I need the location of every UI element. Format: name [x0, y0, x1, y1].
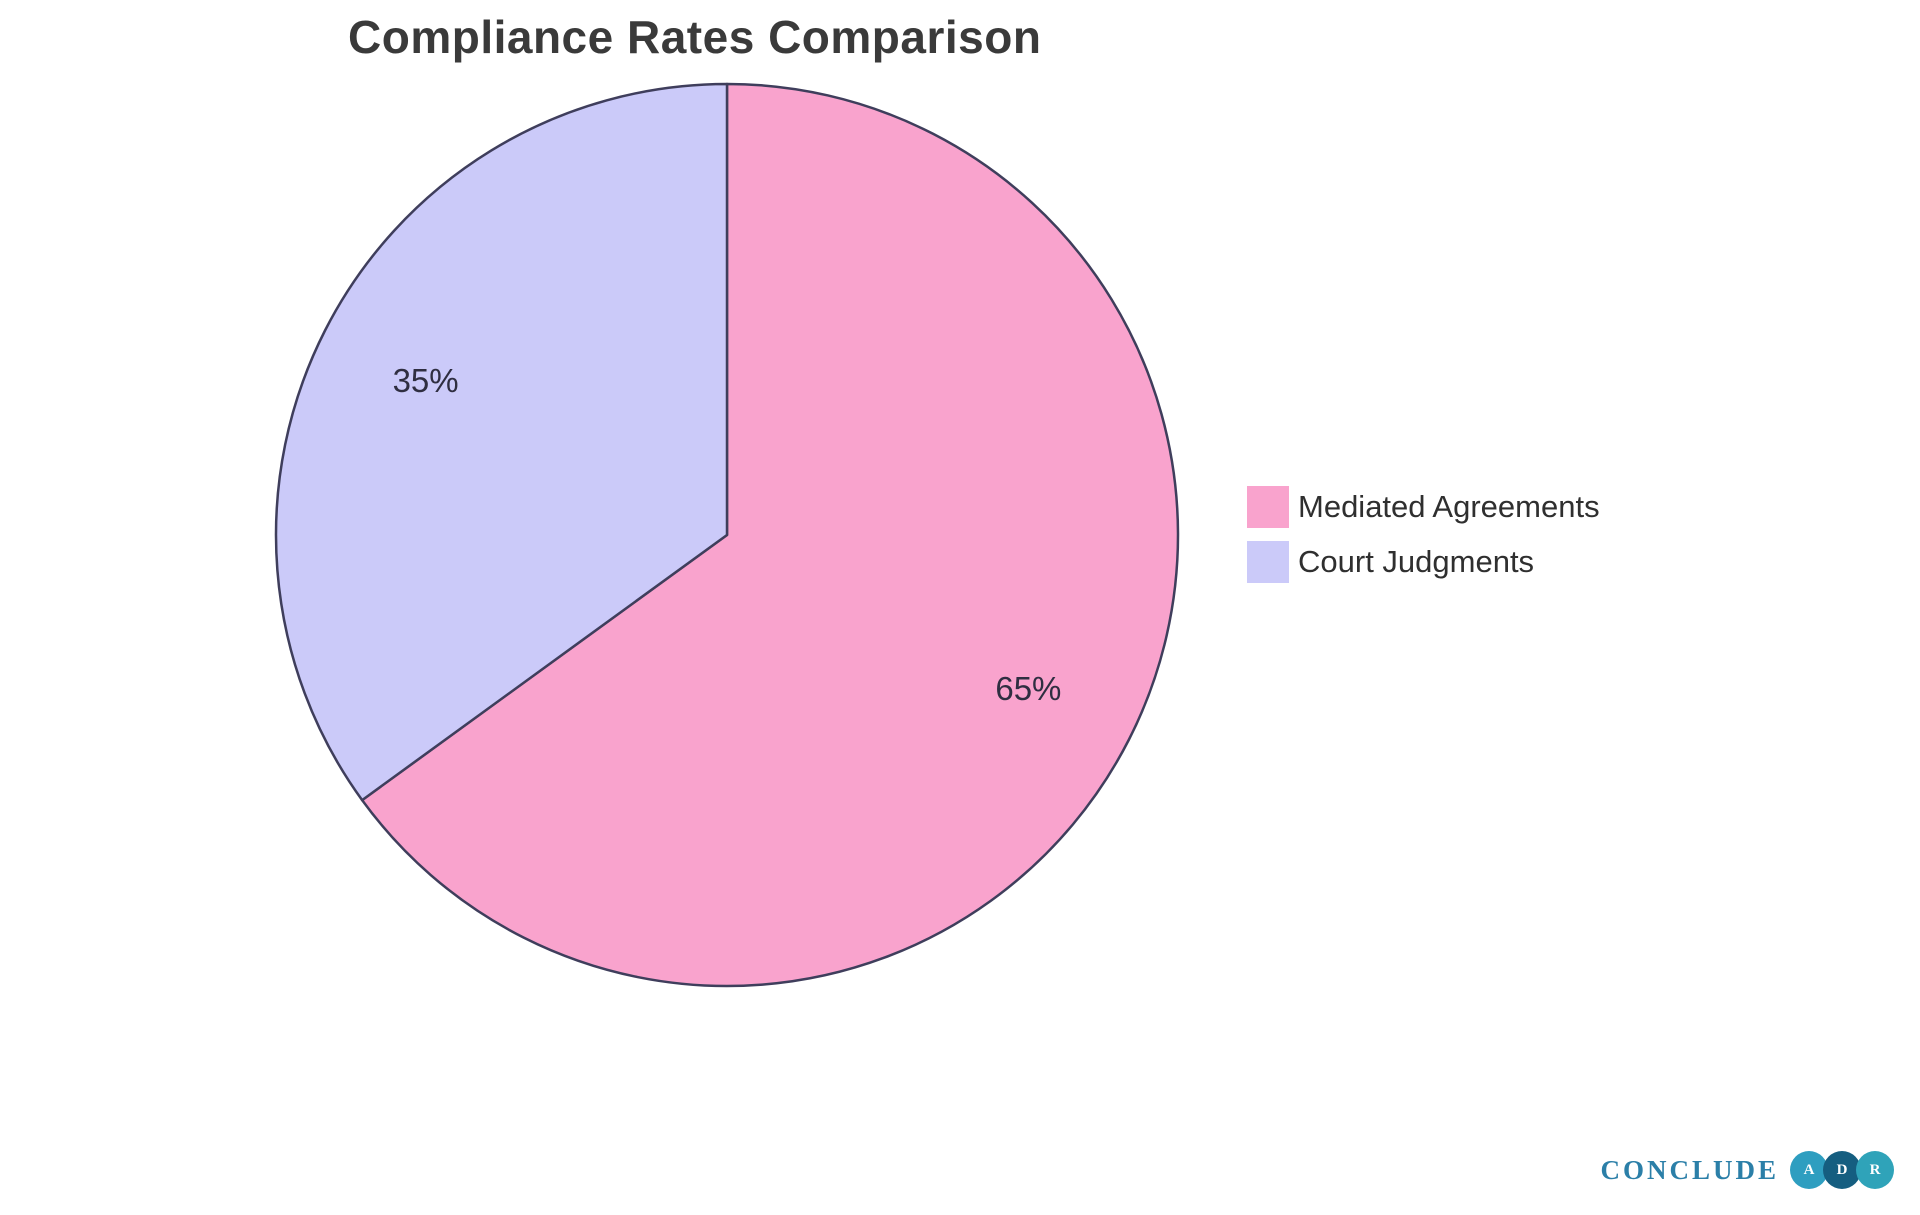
- legend-label-court-judgments: Court Judgments: [1298, 544, 1535, 579]
- legend-item-court-judgments[interactable]: Court Judgments: [1247, 541, 1600, 583]
- slice-label-mediated-agreements: 65%: [995, 669, 1062, 707]
- legend: Mediated Agreements Court Judgments: [1247, 486, 1600, 583]
- brand-badge-r: R: [1856, 1151, 1894, 1189]
- legend-swatch-mediated-agreements: [1247, 486, 1289, 528]
- legend-swatch-court-judgments: [1247, 541, 1289, 583]
- pie-slice-0: [360, 82, 1180, 988]
- pie-slice-1: [274, 82, 729, 802]
- slice-label-court-judgments: 35%: [392, 362, 459, 400]
- brand-wordmark: CONCLUDE: [1600, 1154, 1779, 1185]
- chart-title: Compliance Rates Comparison: [348, 11, 1042, 63]
- legend-label-mediated-agreements: Mediated Agreements: [1298, 489, 1600, 524]
- brand-badge-d: D: [1823, 1151, 1861, 1189]
- brand-badge-a: A: [1790, 1151, 1828, 1189]
- legend-item-mediated-agreements[interactable]: Mediated Agreements: [1247, 486, 1600, 528]
